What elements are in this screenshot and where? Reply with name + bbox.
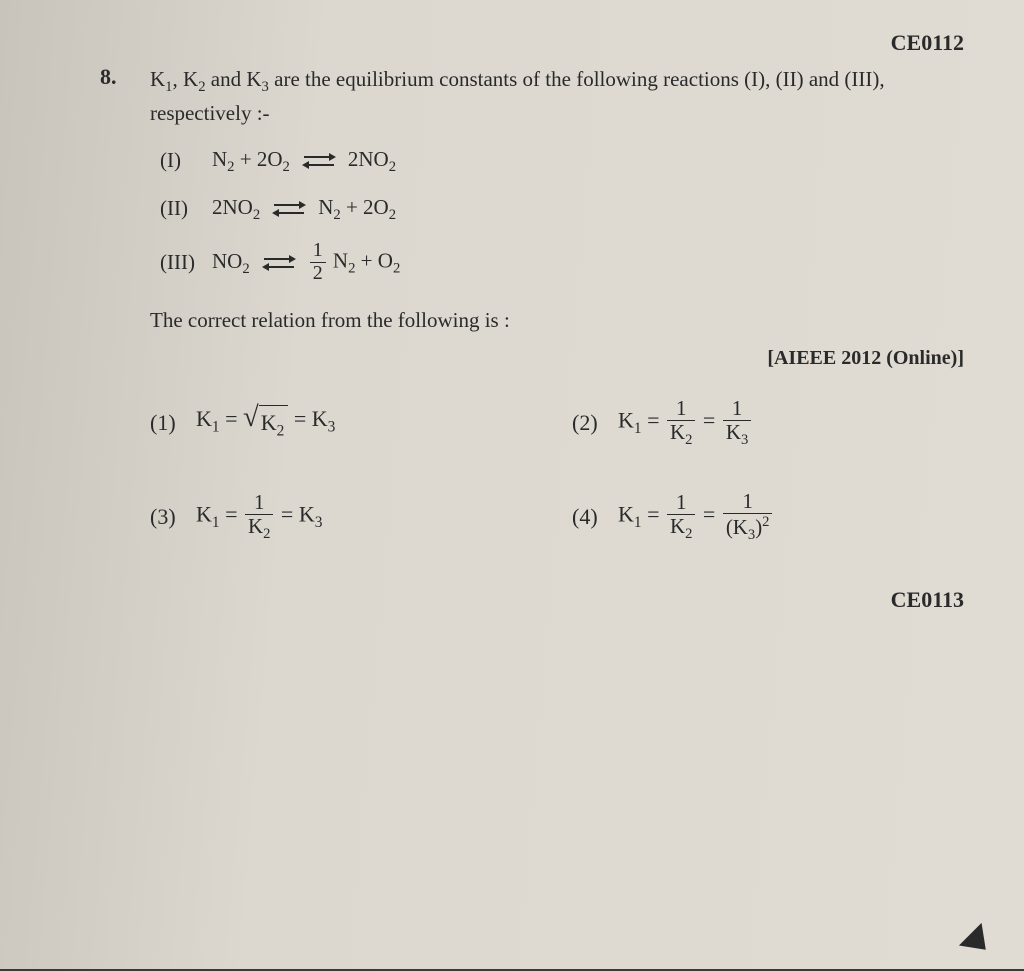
reaction-2-rhs: N2 + 2O2 bbox=[318, 192, 396, 226]
question-prompt: The correct relation from the following … bbox=[150, 305, 964, 337]
corner-marker-icon bbox=[959, 923, 997, 961]
options-grid: (1) K1 = √K2 = K3 (2) K1 = 1K2 bbox=[150, 397, 964, 543]
option-4-num: (4) bbox=[572, 500, 608, 533]
qtext-k1: K bbox=[150, 67, 165, 91]
option-3: (3) K1 = 1K2 = K3 bbox=[150, 490, 542, 543]
reaction-1-rhs: 2NO2 bbox=[348, 144, 396, 178]
option-3-num: (3) bbox=[150, 500, 186, 533]
option-4-expr: K1 = 1K2 = 1(K3)2 bbox=[618, 490, 774, 543]
option-1-expr: K1 = √K2 = K3 bbox=[196, 402, 335, 443]
question-source: [AIEEE 2012 (Online)] bbox=[150, 343, 964, 373]
option-1: (1) K1 = √K2 = K3 bbox=[150, 397, 542, 448]
question-body: K1, K2 and K3 are the equilibrium consta… bbox=[150, 64, 964, 616]
qtext-k3: and K bbox=[206, 67, 262, 91]
option-3-expr: K1 = 1K2 = K3 bbox=[196, 491, 322, 542]
question-block: 8. K1, K2 and K3 are the equilibrium con… bbox=[100, 64, 964, 616]
reaction-3-num: (III) bbox=[160, 247, 204, 279]
option-2-num: (2) bbox=[572, 406, 608, 439]
equilibrium-icon bbox=[272, 200, 306, 218]
option-2: (2) K1 = 1K2 = 1K3 bbox=[572, 397, 964, 448]
question-number: 8. bbox=[100, 64, 130, 90]
option-4: (4) K1 = 1K2 = 1(K3)2 bbox=[572, 490, 964, 543]
reaction-1: (I) N2 + 2O2 2NO2 bbox=[160, 144, 964, 178]
equilibrium-icon bbox=[302, 152, 336, 170]
reaction-2: (II) 2NO2 N2 + 2O2 bbox=[160, 192, 964, 226]
reaction-3-rhs: 12 N2 + O2 bbox=[308, 240, 401, 285]
reaction-3: (III) NO2 12 N2 + O2 bbox=[160, 240, 964, 285]
reaction-1-lhs: N2 + 2O2 bbox=[212, 144, 290, 178]
qtext-k2: , K bbox=[173, 67, 199, 91]
equilibrium-icon bbox=[262, 254, 296, 272]
reaction-1-num: (I) bbox=[160, 145, 204, 177]
reactions-list: (I) N2 + 2O2 2NO2 (II) 2NO2 N2 + 2O2 (II… bbox=[160, 144, 964, 285]
option-1-num: (1) bbox=[150, 406, 186, 439]
header-code: CE0112 bbox=[100, 30, 964, 56]
reaction-3-lhs: NO2 bbox=[212, 246, 250, 280]
option-2-expr: K1 = 1K2 = 1K3 bbox=[618, 397, 753, 448]
reaction-2-num: (II) bbox=[160, 193, 204, 225]
reaction-2-lhs: 2NO2 bbox=[212, 192, 260, 226]
footer-code: CE0113 bbox=[150, 583, 964, 616]
